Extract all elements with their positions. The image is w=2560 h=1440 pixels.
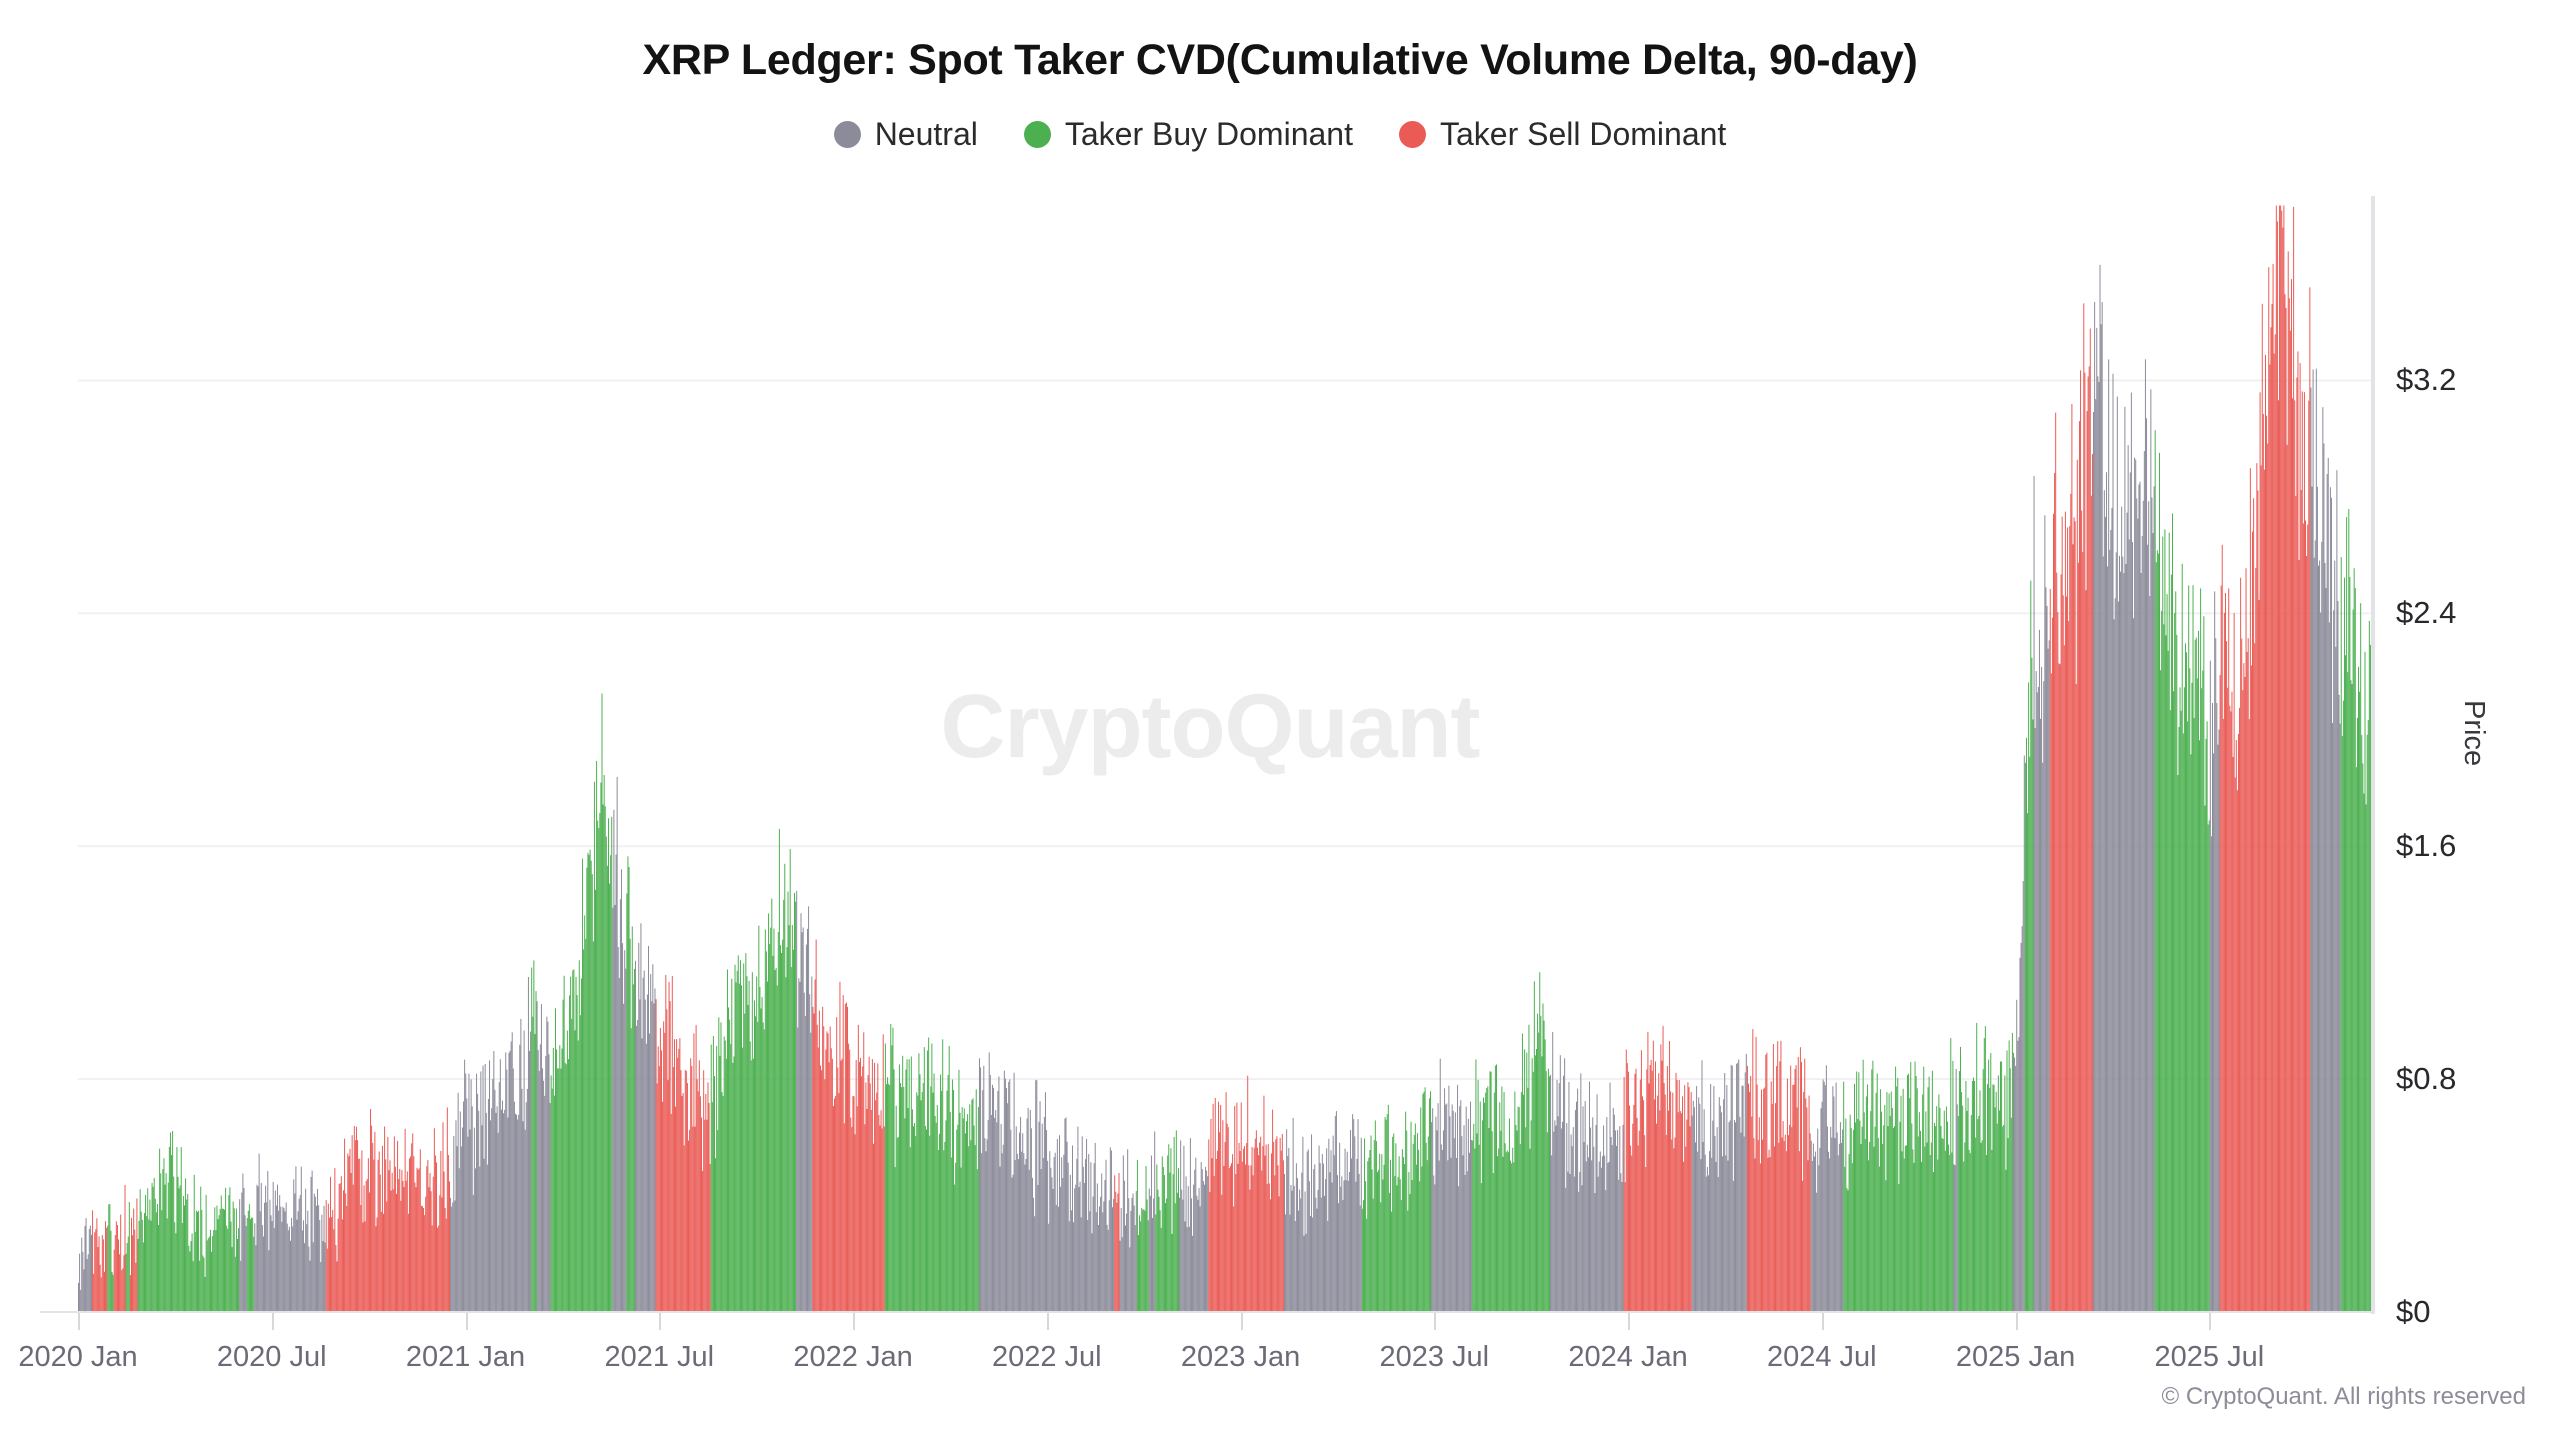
y-tick-label-0: $0 [2396,1294,2431,1329]
legend-swatch-taker_buy-icon [1023,120,1051,148]
x-tick-label-1: 2020 Jul [216,1341,327,1373]
x-tick-mark-3 [659,1313,662,1330]
x-tick-label-2: 2021 Jan [405,1341,526,1373]
y-axis-line [2371,196,2375,1314]
chart-title: XRP Ledger: Spot Taker CVD(Cumulative Vo… [642,36,1918,84]
x-tick-label-11: 2025 Jul [2154,1341,2265,1373]
legend-label-taker_buy: Taker Buy Dominant [1064,116,1353,152]
x-tick-mark-9 [1821,1313,1824,1330]
chart-legend: Neutral Taker Buy Dominant Taker Sell Domi… [0,118,2560,150]
x-tick-mark-5 [1046,1313,1049,1330]
x-tick-mark-6 [1240,1313,1243,1330]
x-tick-label-5: 2022 Jul [991,1341,1102,1373]
y-tick-label-3: $2.4 [2396,595,2457,631]
x-tick-label-0: 2020 Jan [18,1341,138,1373]
x-tick-mark-11 [2209,1313,2212,1330]
legend-label-taker_sell: Taker Sell Dominant [1439,116,1727,152]
plot-area[interactable] [78,200,2371,1312]
legend-swatch-taker_sell-icon [1398,120,1426,148]
y-tick-label-2: $1.6 [2396,828,2457,864]
legend-item-taker_sell[interactable]: Taker Sell Dominant [1398,116,1727,152]
x-tick-mark-10 [2015,1313,2018,1330]
x-tick-mark-1 [271,1313,274,1330]
x-tick-label-4: 2022 Jan [793,1341,913,1373]
x-tick-mark-0 [78,1313,80,1330]
x-tick-label-7: 2023 Jul [1379,1341,1490,1373]
legend-label-neutral: Neutral [874,116,978,152]
legend-item-neutral[interactable]: Neutral [833,116,978,152]
x-tick-label-6: 2023 Jan [1180,1341,1301,1373]
x-tick-label-9: 2024 Jul [1766,1341,1877,1373]
y-tick-label-1: $0.8 [2396,1061,2457,1097]
legend-item-taker_buy[interactable]: Taker Buy Dominant [1023,116,1353,152]
bar-series-svg [78,205,2371,1312]
x-tick-mark-2 [465,1313,468,1330]
x-tick-label-3: 2021 Jul [604,1341,715,1373]
y-tick-label-4: $3.2 [2396,362,2457,398]
x-tick-mark-4 [853,1313,856,1330]
x-tick-mark-8 [1628,1313,1631,1330]
legend-swatch-neutral-icon [833,120,861,148]
y-axis-title: Price [2458,700,2490,767]
footer-copyright: © CryptoQuant. All rights reserved [2161,1383,2527,1410]
x-axis-line [40,1311,2371,1313]
x-tick-mark-7 [1434,1313,1437,1330]
x-tick-label-8: 2024 Jan [1568,1341,1688,1373]
x-tick-label-10: 2025 Jan [1955,1341,2076,1373]
bar-series [78,205,2371,1312]
